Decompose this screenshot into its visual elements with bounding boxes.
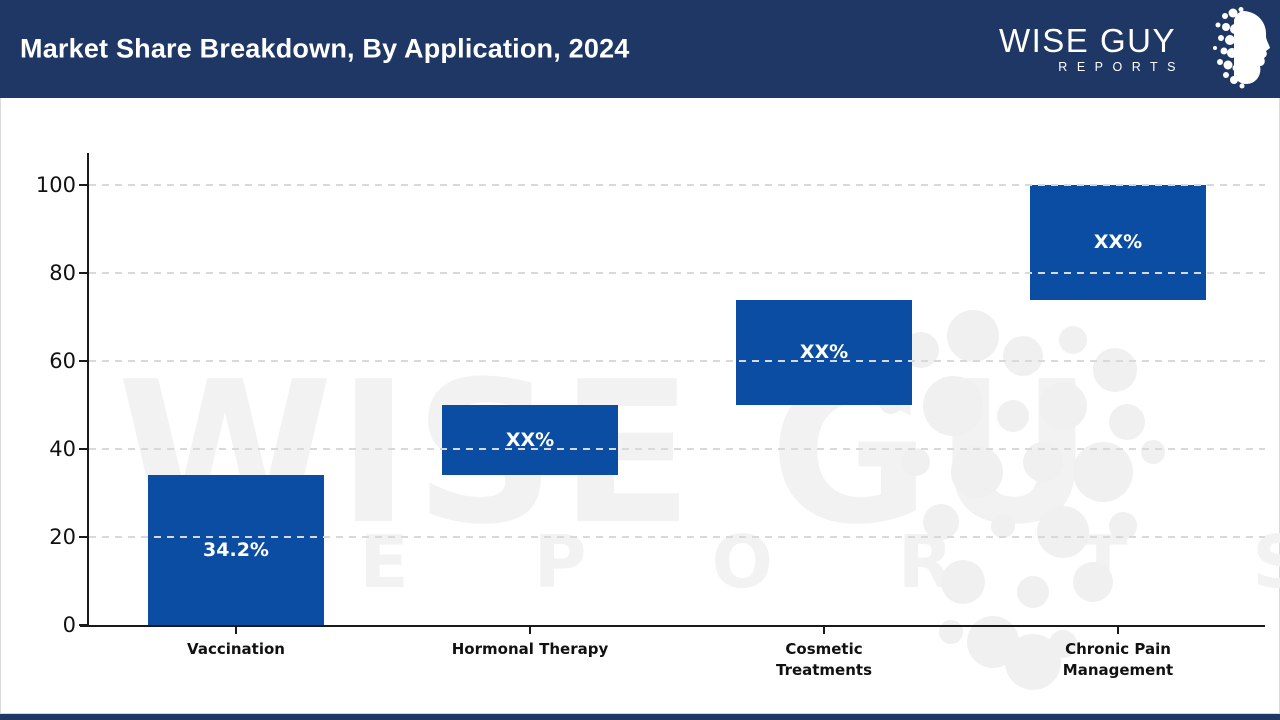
bar-segment: XX%	[1030, 185, 1206, 300]
wise-guy-logo: WISE GUY REPORTS	[999, 7, 1272, 91]
y-tick-80	[79, 272, 89, 275]
x-category-label: Vaccination	[187, 640, 285, 658]
footer-bar	[0, 714, 1280, 720]
y-tick-label-100: 100	[35, 173, 76, 198]
y-tick-label-80: 80	[49, 261, 76, 286]
bar-segment: 34.2%	[148, 474, 324, 625]
bar-value-label: XX%	[505, 428, 555, 451]
logo-wordmark: WISE GUY	[998, 22, 1176, 60]
x-category-label: Hormonal Therapy	[451, 640, 609, 658]
bar-segment: XX%	[736, 299, 912, 406]
logo-subtitle: REPORTS	[1058, 60, 1185, 75]
y-tick-label-20: 20	[49, 525, 76, 550]
bar-segment: XX%	[442, 405, 618, 475]
bar-value-label: 34.2%	[203, 538, 269, 561]
bar-value-label: XX%	[799, 341, 849, 364]
gridline-20	[89, 536, 1265, 539]
y-tick-40	[79, 448, 89, 451]
plot-area: 34.2% XX% XX% XX%	[79, 150, 1265, 634]
gridline-60	[89, 360, 1265, 363]
logo-head-icon	[1213, 7, 1270, 89]
x-category-label: Cosmetic Treatments	[775, 640, 873, 679]
y-tick-label-60: 60	[49, 349, 76, 374]
x-axis-line	[80, 625, 1265, 627]
y-tick-label-40: 40	[49, 437, 76, 462]
y-tick-label-0: 0	[62, 613, 76, 637]
gridline-100	[89, 184, 1265, 187]
y-tick-100	[79, 184, 89, 187]
logo-text: WISE GUY REPORTS	[999, 24, 1176, 74]
x-tick	[823, 625, 825, 634]
header-bar: Market Share Breakdown, By Application, …	[0, 0, 1280, 98]
bar-value-label: XX%	[1093, 231, 1143, 254]
gridline-40	[89, 448, 1265, 451]
y-axis-labels: 0 20 40 60 80 100	[0, 150, 76, 637]
page-title: Market Share Breakdown, By Application, …	[20, 33, 630, 64]
x-axis-labels: Vaccination Hormonal Therapy Cosmetic Trea…	[89, 639, 1265, 699]
x-category-label: Chronic Pain Management	[1062, 640, 1174, 679]
x-tick	[529, 625, 531, 634]
gridline-80	[89, 272, 1265, 275]
y-tick-20	[79, 536, 89, 539]
x-tick	[1117, 625, 1119, 634]
y-axis-line	[87, 153, 89, 627]
y-tick-60	[79, 360, 89, 363]
x-tick	[235, 625, 237, 634]
